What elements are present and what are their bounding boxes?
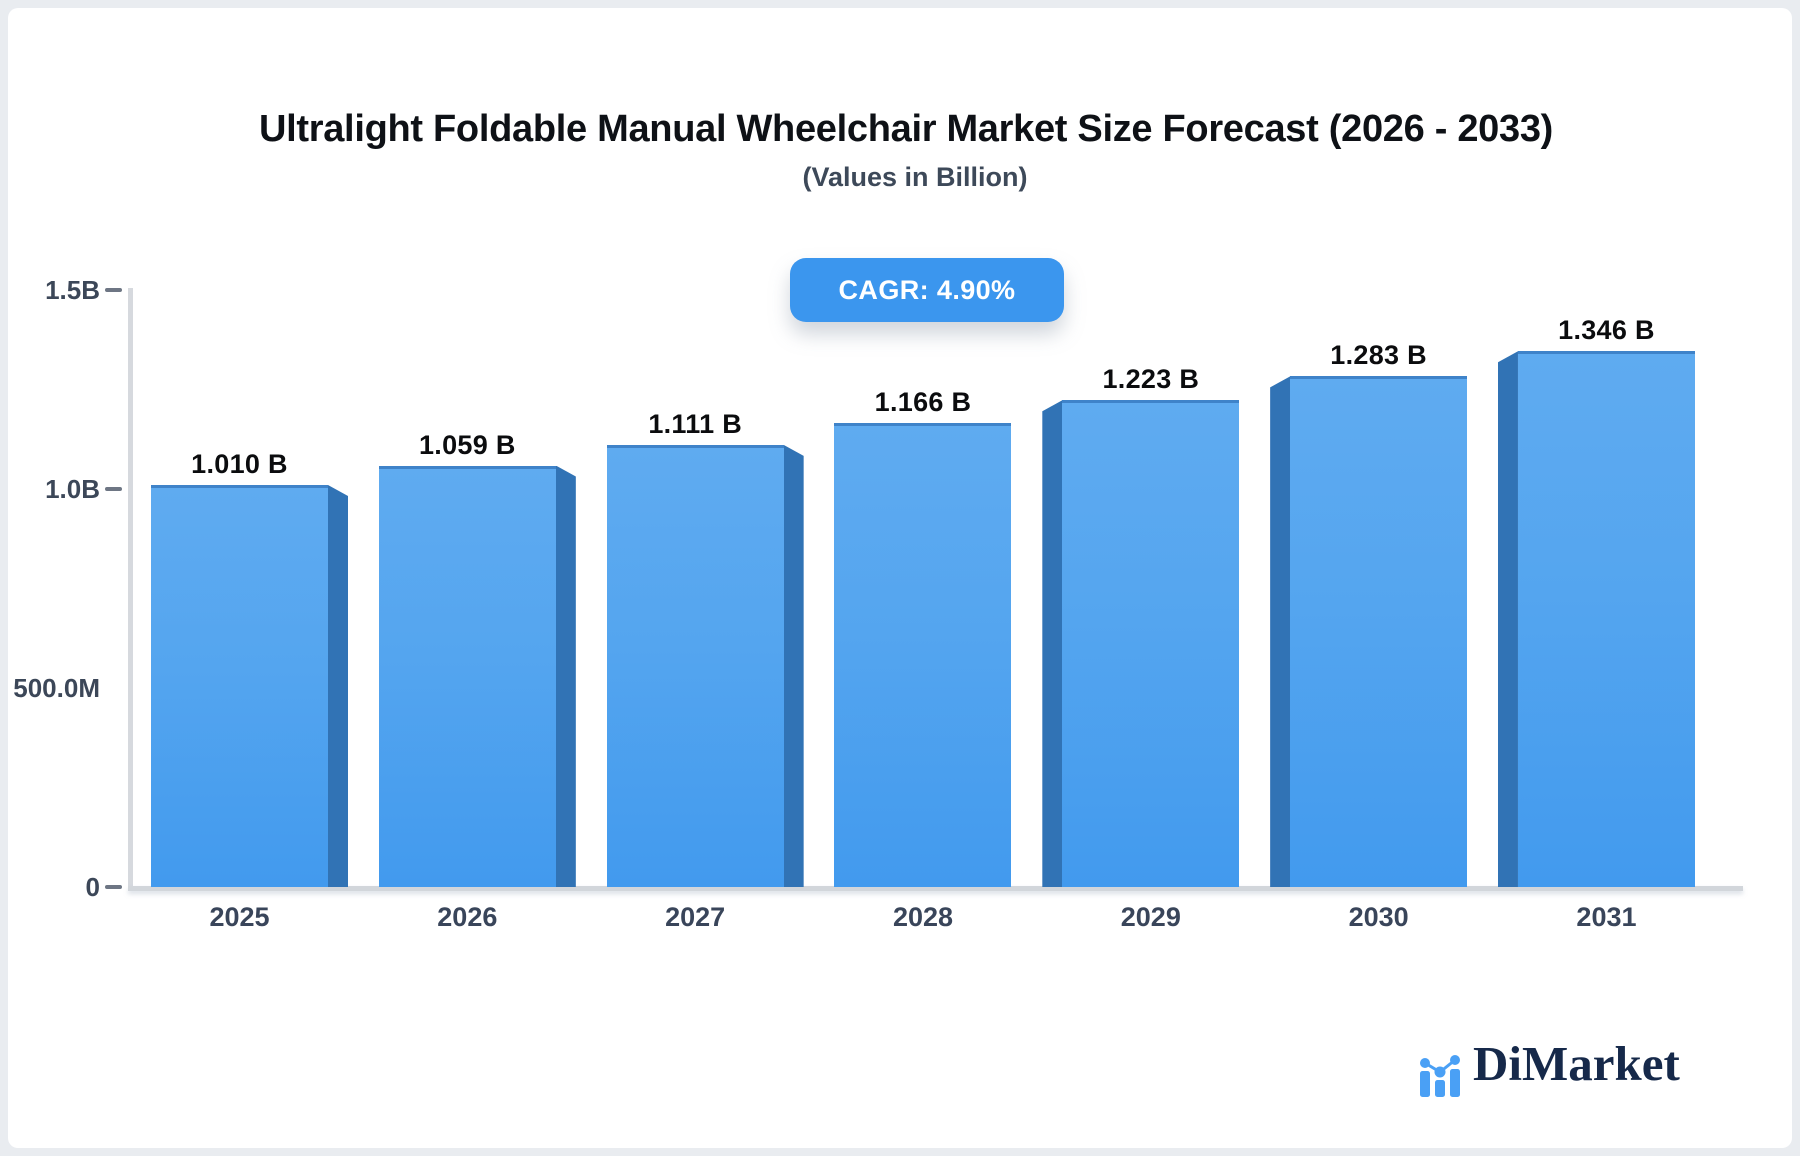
bar-side-panel <box>555 465 576 887</box>
y-tick-label: 0 <box>85 872 100 902</box>
bar-value-label: 1.166 B <box>874 386 972 417</box>
cagr-badge: CAGR: 4.90% <box>790 258 1064 322</box>
bar-value-label: 1.059 B <box>418 429 516 460</box>
bar-value-label: 1.283 B <box>1330 340 1427 371</box>
dimarket-logo: DiMarket <box>1418 1038 1680 1100</box>
y-tick-label: 1.5B <box>45 275 100 305</box>
x-tick-label: 2030 <box>1348 902 1409 932</box>
bar-value-label: 1.111 B <box>648 408 742 439</box>
bar-side-panel <box>328 485 348 887</box>
bar-side-panel <box>783 444 804 887</box>
x-tick-label: 2027 <box>665 902 726 932</box>
x-tick-label: 2031 <box>1576 902 1637 932</box>
x-tick-label: 2029 <box>1120 902 1181 932</box>
x-tick-label: 2028 <box>892 902 954 932</box>
bar-side-panel <box>1270 376 1291 887</box>
bar-side-panel <box>1497 351 1518 887</box>
y-tick-label: 1.0B <box>45 474 100 504</box>
y-tick-dash <box>105 288 122 292</box>
bar-value-label: 1.223 B <box>1102 364 1200 395</box>
bar-2030 <box>1290 376 1468 887</box>
bar-value-label: 1.010 B <box>191 449 288 480</box>
y-axis-line <box>128 288 133 890</box>
chart-subtitle: (Values in Billion) <box>802 162 1028 192</box>
bar-side-panel <box>1042 400 1063 887</box>
bar-2026 <box>378 465 556 887</box>
x-axis-baseline <box>128 886 1743 891</box>
bar-2029 <box>1062 400 1240 887</box>
bar-2031 <box>1517 351 1695 887</box>
y-tick-label: 500.0M <box>13 673 100 703</box>
bar-value-label: 1.346 B <box>1558 315 1655 346</box>
logo-wordmark: DiMarket <box>1473 1036 1680 1091</box>
chart-title: Ultralight Foldable Manual Wheelchair Ma… <box>258 108 1554 150</box>
y-tick-dash <box>105 487 122 491</box>
cagr-badge-label: CAGR: 4.90% <box>838 274 1016 305</box>
bar-2028 <box>834 422 1012 887</box>
x-tick-label: 2025 <box>209 902 270 932</box>
y-tick-dash <box>105 885 122 889</box>
bar-line-chart-icon <box>1420 1055 1460 1097</box>
bar-2027 <box>606 444 784 887</box>
bar-2025 <box>151 485 328 887</box>
x-tick-label: 2026 <box>437 902 498 932</box>
